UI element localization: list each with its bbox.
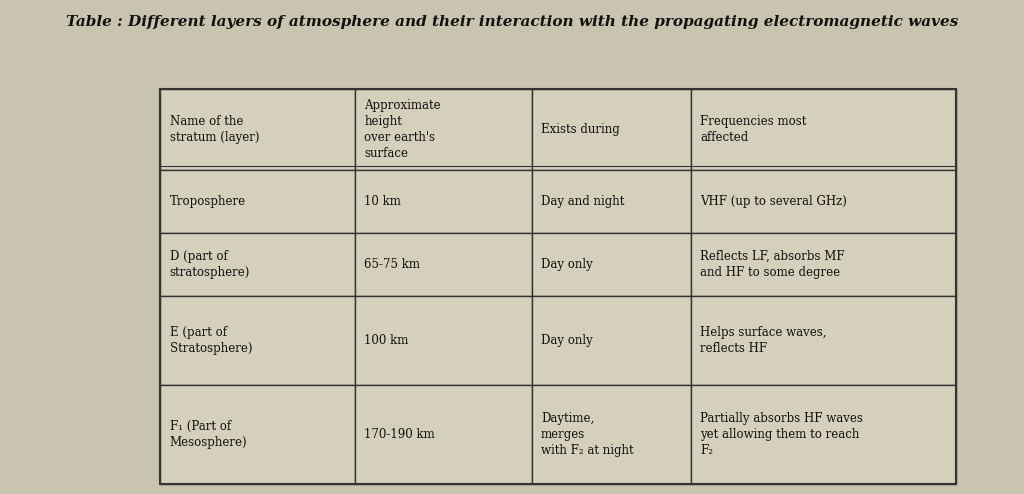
- Text: D (part of
stratosphere): D (part of stratosphere): [170, 249, 250, 279]
- Text: Day only: Day only: [541, 257, 593, 271]
- Text: Approximate
height
over earth's
surface: Approximate height over earth's surface: [365, 99, 440, 160]
- Text: 100 km: 100 km: [365, 334, 409, 347]
- Text: Table : Different layers of atmosphere and their interaction with the propagatin: Table : Different layers of atmosphere a…: [66, 15, 958, 29]
- Text: Partially absorbs HF waves
yet allowing them to reach
F₂: Partially absorbs HF waves yet allowing …: [700, 412, 863, 457]
- Text: Daytime,
merges
with F₂ at night: Daytime, merges with F₂ at night: [541, 412, 634, 457]
- Text: Reflects LF, absorbs MF
and HF to some degree: Reflects LF, absorbs MF and HF to some d…: [700, 249, 845, 279]
- Text: Name of the
stratum (layer): Name of the stratum (layer): [170, 115, 259, 144]
- Text: 170-190 km: 170-190 km: [365, 428, 435, 441]
- Text: Exists during: Exists during: [541, 123, 620, 136]
- Text: VHF (up to several GHz): VHF (up to several GHz): [700, 195, 847, 207]
- Text: E (part of
Stratosphere): E (part of Stratosphere): [170, 326, 252, 355]
- Text: Frequencies most
affected: Frequencies most affected: [700, 115, 807, 144]
- Text: Day and night: Day and night: [541, 195, 625, 207]
- Text: 65-75 km: 65-75 km: [365, 257, 420, 271]
- Text: Day only: Day only: [541, 334, 593, 347]
- Text: 10 km: 10 km: [365, 195, 401, 207]
- Text: F₁ (Part of
Mesosphere): F₁ (Part of Mesosphere): [170, 420, 247, 449]
- Text: Troposphere: Troposphere: [170, 195, 246, 207]
- Text: Helps surface waves,
reflects HF: Helps surface waves, reflects HF: [700, 326, 826, 355]
